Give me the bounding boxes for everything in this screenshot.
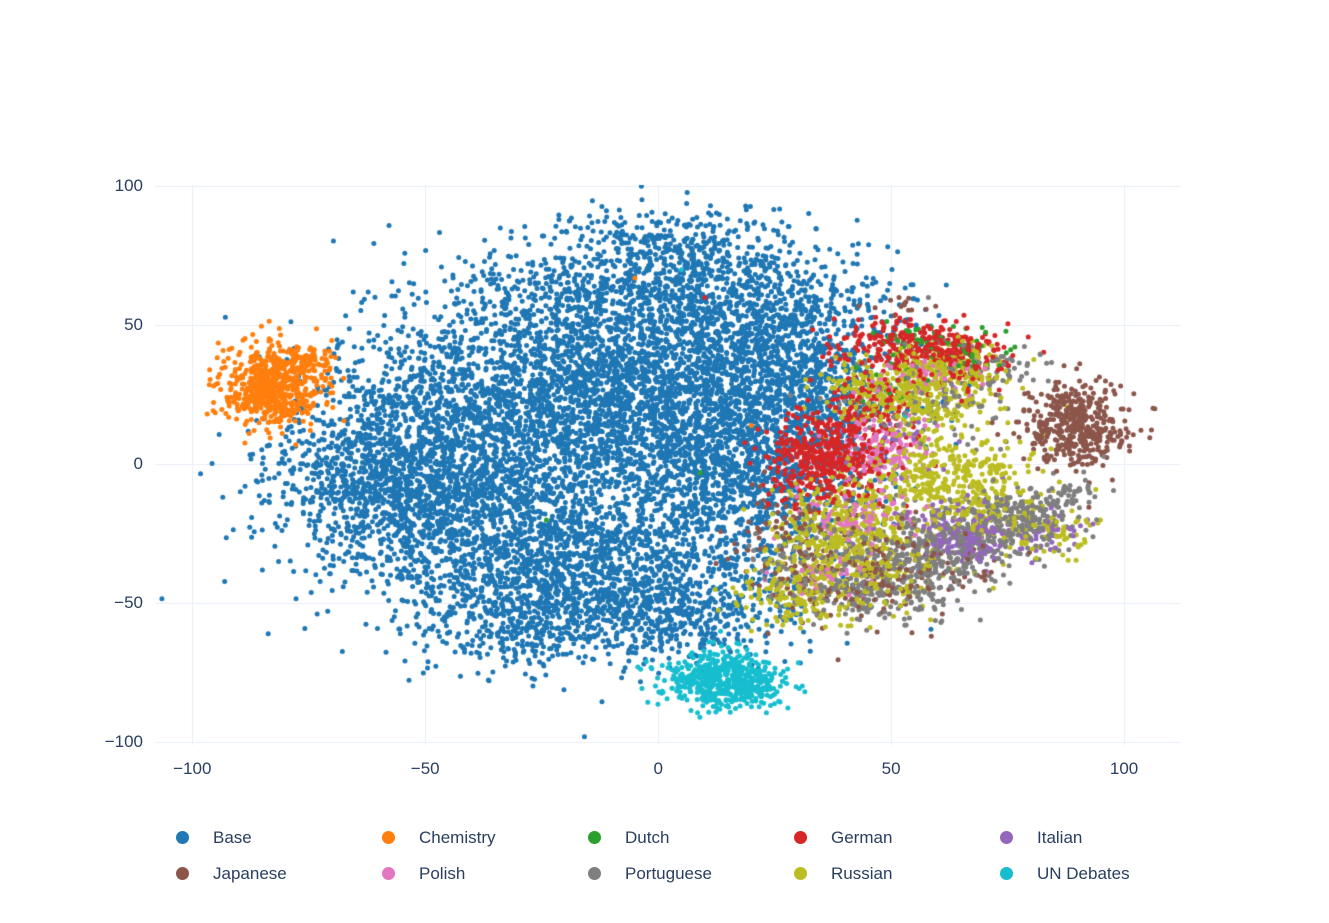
legend-item-portuguese[interactable]: Portuguese bbox=[588, 860, 794, 887]
legend-item-un-debates[interactable]: UN Debates bbox=[1000, 860, 1206, 887]
y-tick-label: 100 bbox=[114, 176, 143, 196]
legend-marker-icon bbox=[382, 867, 395, 880]
legend-label: Base bbox=[213, 827, 252, 847]
legend: Base Chemistry Dutch German Italian Japanese P… bbox=[176, 824, 1206, 887]
x-tick-label: 100 bbox=[1109, 759, 1139, 778]
x-tick-label: 0 bbox=[653, 759, 663, 778]
legend-label: Portuguese bbox=[625, 863, 712, 883]
legend-item-russian[interactable]: Russian bbox=[794, 860, 1000, 887]
legend-item-italian[interactable]: Italian bbox=[1000, 824, 1206, 851]
legend-marker-icon bbox=[382, 831, 395, 844]
legend-item-polish[interactable]: Polish bbox=[382, 860, 588, 887]
legend-marker-icon bbox=[1000, 831, 1013, 844]
legend-label: Chemistry bbox=[419, 827, 496, 847]
legend-marker-icon bbox=[794, 831, 807, 844]
y-tick-label: −50 bbox=[114, 593, 143, 613]
legend-item-dutch[interactable]: Dutch bbox=[588, 824, 794, 851]
legend-label: German bbox=[831, 827, 893, 847]
legend-label: Russian bbox=[831, 863, 893, 883]
y-tick-label: −100 bbox=[104, 732, 143, 752]
legend-marker-icon bbox=[794, 867, 807, 880]
legend-item-german[interactable]: German bbox=[794, 824, 1000, 851]
legend-label: Italian bbox=[1037, 827, 1083, 847]
legend-marker-icon bbox=[176, 831, 189, 844]
y-tick-label: 50 bbox=[124, 315, 143, 335]
legend-item-chemistry[interactable]: Chemistry bbox=[382, 824, 588, 851]
legend-marker-icon bbox=[1000, 867, 1013, 880]
legend-item-japanese[interactable]: Japanese bbox=[176, 860, 382, 887]
x-tick-label: −100 bbox=[173, 759, 212, 778]
x-tick-label: 50 bbox=[881, 759, 901, 778]
x-tick-label: −50 bbox=[410, 759, 440, 778]
y-tick-label: 0 bbox=[133, 454, 143, 474]
legend-marker-icon bbox=[588, 867, 601, 880]
legend-label: Dutch bbox=[625, 827, 670, 847]
legend-item-base[interactable]: Base bbox=[176, 824, 382, 851]
legend-label: Polish bbox=[419, 863, 466, 883]
legend-marker-icon bbox=[176, 867, 189, 880]
legend-label: UN Debates bbox=[1037, 863, 1130, 883]
legend-marker-icon bbox=[588, 831, 601, 844]
legend-label: Japanese bbox=[213, 863, 287, 883]
